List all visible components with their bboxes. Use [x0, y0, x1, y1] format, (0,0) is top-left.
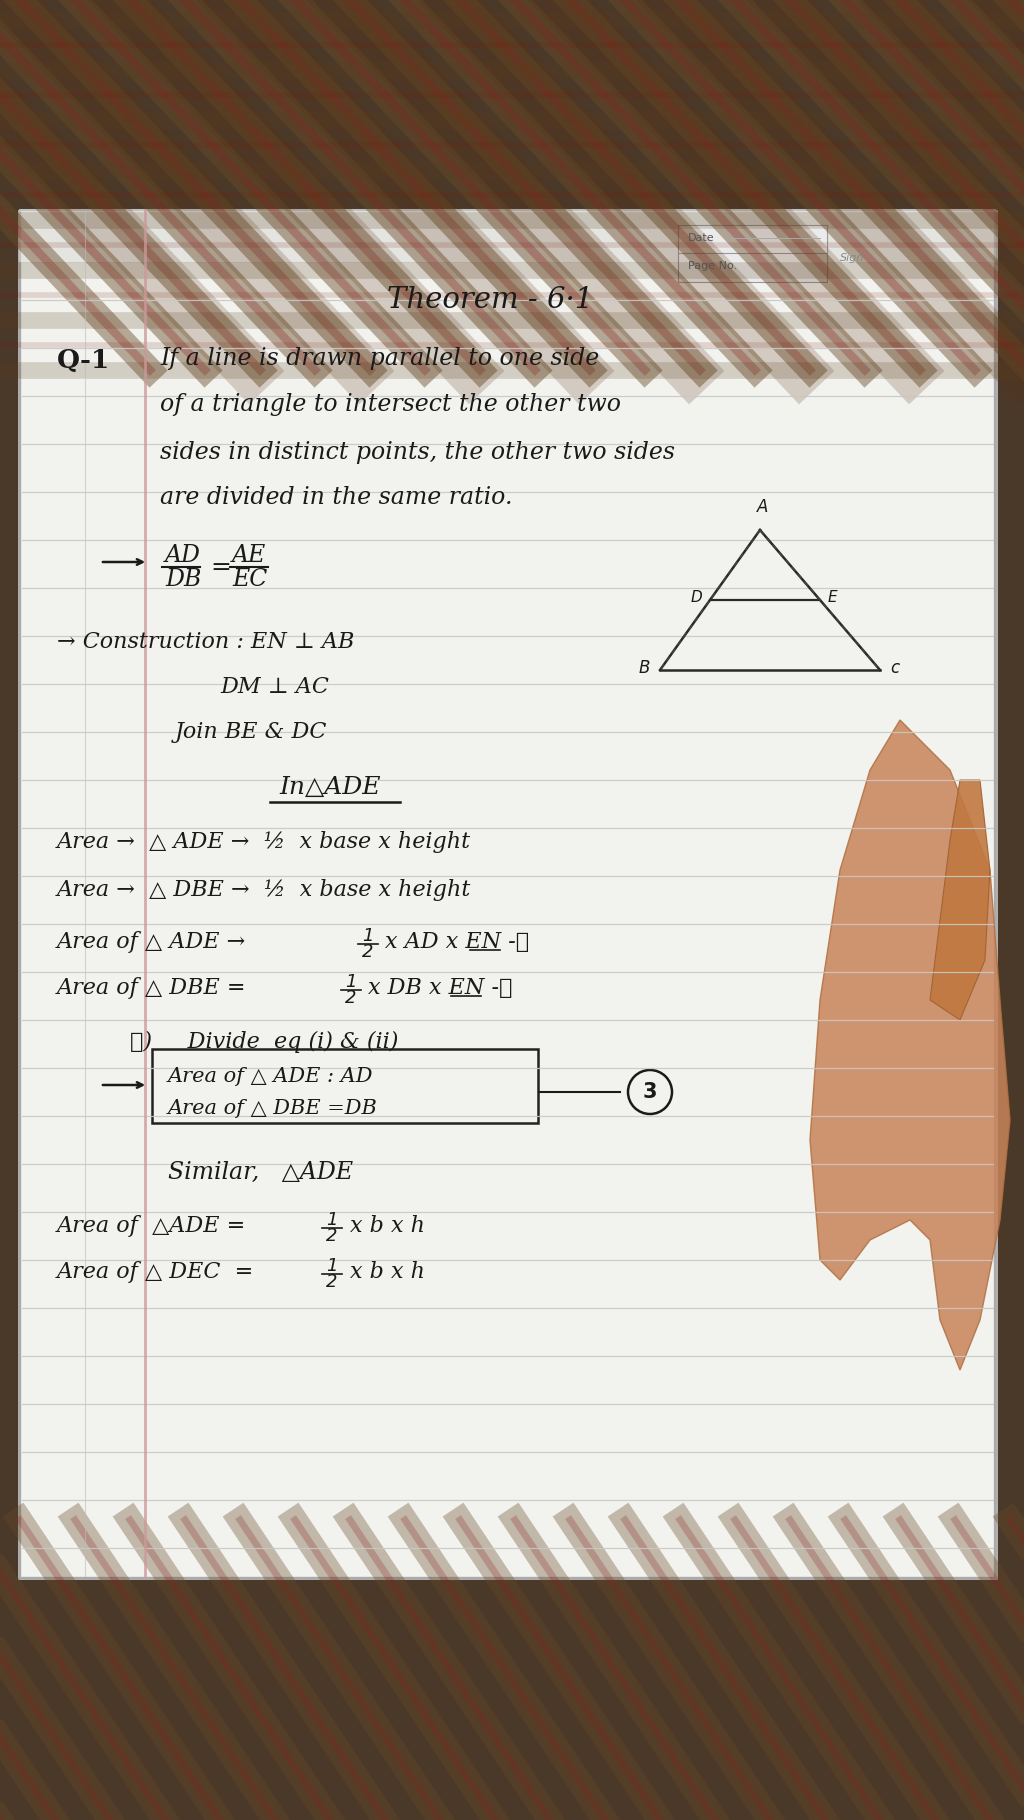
FancyBboxPatch shape	[18, 209, 998, 1580]
Text: 1: 1	[362, 926, 374, 945]
Text: of a triangle to intersect the other two: of a triangle to intersect the other two	[160, 393, 621, 417]
Polygon shape	[930, 781, 990, 1019]
Text: AE: AE	[232, 544, 266, 566]
Text: =: =	[210, 555, 230, 579]
FancyBboxPatch shape	[678, 253, 827, 282]
Text: 1: 1	[326, 1258, 338, 1276]
Text: Q-1: Q-1	[57, 348, 111, 373]
Text: Theorem - 6·1: Theorem - 6·1	[387, 286, 593, 315]
Text: DB: DB	[165, 568, 202, 592]
Text: 1: 1	[345, 974, 356, 992]
Text: Sign: Sign	[840, 253, 864, 264]
Text: Area of △ DBE =DB: Area of △ DBE =DB	[168, 1099, 378, 1117]
FancyBboxPatch shape	[152, 1048, 538, 1123]
Text: Page No.: Page No.	[688, 260, 737, 271]
Text: Area of △ ADE : AD: Area of △ ADE : AD	[168, 1067, 374, 1085]
Text: x b x h: x b x h	[350, 1261, 425, 1283]
Text: 2: 2	[326, 1272, 338, 1290]
Text: 3: 3	[643, 1083, 657, 1101]
FancyBboxPatch shape	[20, 209, 995, 1578]
Text: x b x h: x b x h	[350, 1216, 425, 1238]
Polygon shape	[810, 721, 1010, 1370]
Text: D: D	[690, 590, 702, 606]
Text: x DB x EN -②: x DB x EN -②	[368, 977, 512, 999]
Text: 2: 2	[345, 988, 356, 1006]
Text: Join BE & DC: Join BE & DC	[175, 721, 328, 743]
Text: In△ADE: In△ADE	[280, 775, 381, 799]
Text: AD: AD	[165, 544, 201, 566]
Text: → Construction : EN ⊥ AB: → Construction : EN ⊥ AB	[57, 632, 354, 653]
Text: EC: EC	[232, 568, 267, 592]
Text: Area of  △ADE =: Area of △ADE =	[57, 1216, 253, 1238]
Text: 2: 2	[362, 943, 374, 961]
Text: Similar,   △ADE: Similar, △ADE	[168, 1161, 353, 1183]
Text: x AD x EN -①: x AD x EN -①	[385, 932, 529, 954]
Text: c: c	[890, 659, 899, 677]
Text: Area →  △ DBE →  ½  x base x height: Area → △ DBE → ½ x base x height	[57, 879, 471, 901]
FancyBboxPatch shape	[19, 209, 996, 264]
Text: sides in distinct points, the other two sides: sides in distinct points, the other two …	[160, 440, 675, 464]
Text: Date: Date	[688, 233, 715, 244]
Text: E: E	[828, 590, 838, 606]
Text: are divided in the same ratio.: are divided in the same ratio.	[160, 486, 512, 510]
FancyBboxPatch shape	[22, 211, 993, 1576]
Text: DM ⊥ AC: DM ⊥ AC	[220, 675, 329, 699]
Text: If a line is drawn parallel to one side: If a line is drawn parallel to one side	[160, 346, 599, 369]
Text: 1: 1	[326, 1210, 338, 1228]
Text: ∴)     Divide  eq (i) & (ii): ∴) Divide eq (i) & (ii)	[130, 1030, 398, 1054]
Text: Area of △ ADE →: Area of △ ADE →	[57, 932, 253, 954]
Text: Area →  △ ADE →  ½  x base x height: Area → △ ADE → ½ x base x height	[57, 832, 471, 854]
Text: 2: 2	[326, 1227, 338, 1245]
Text: Area of △ DBE =: Area of △ DBE =	[57, 977, 254, 999]
FancyBboxPatch shape	[678, 226, 827, 255]
Text: Area of △ DEC  =: Area of △ DEC =	[57, 1261, 261, 1283]
Text: A: A	[758, 499, 769, 517]
Text: B: B	[639, 659, 650, 677]
